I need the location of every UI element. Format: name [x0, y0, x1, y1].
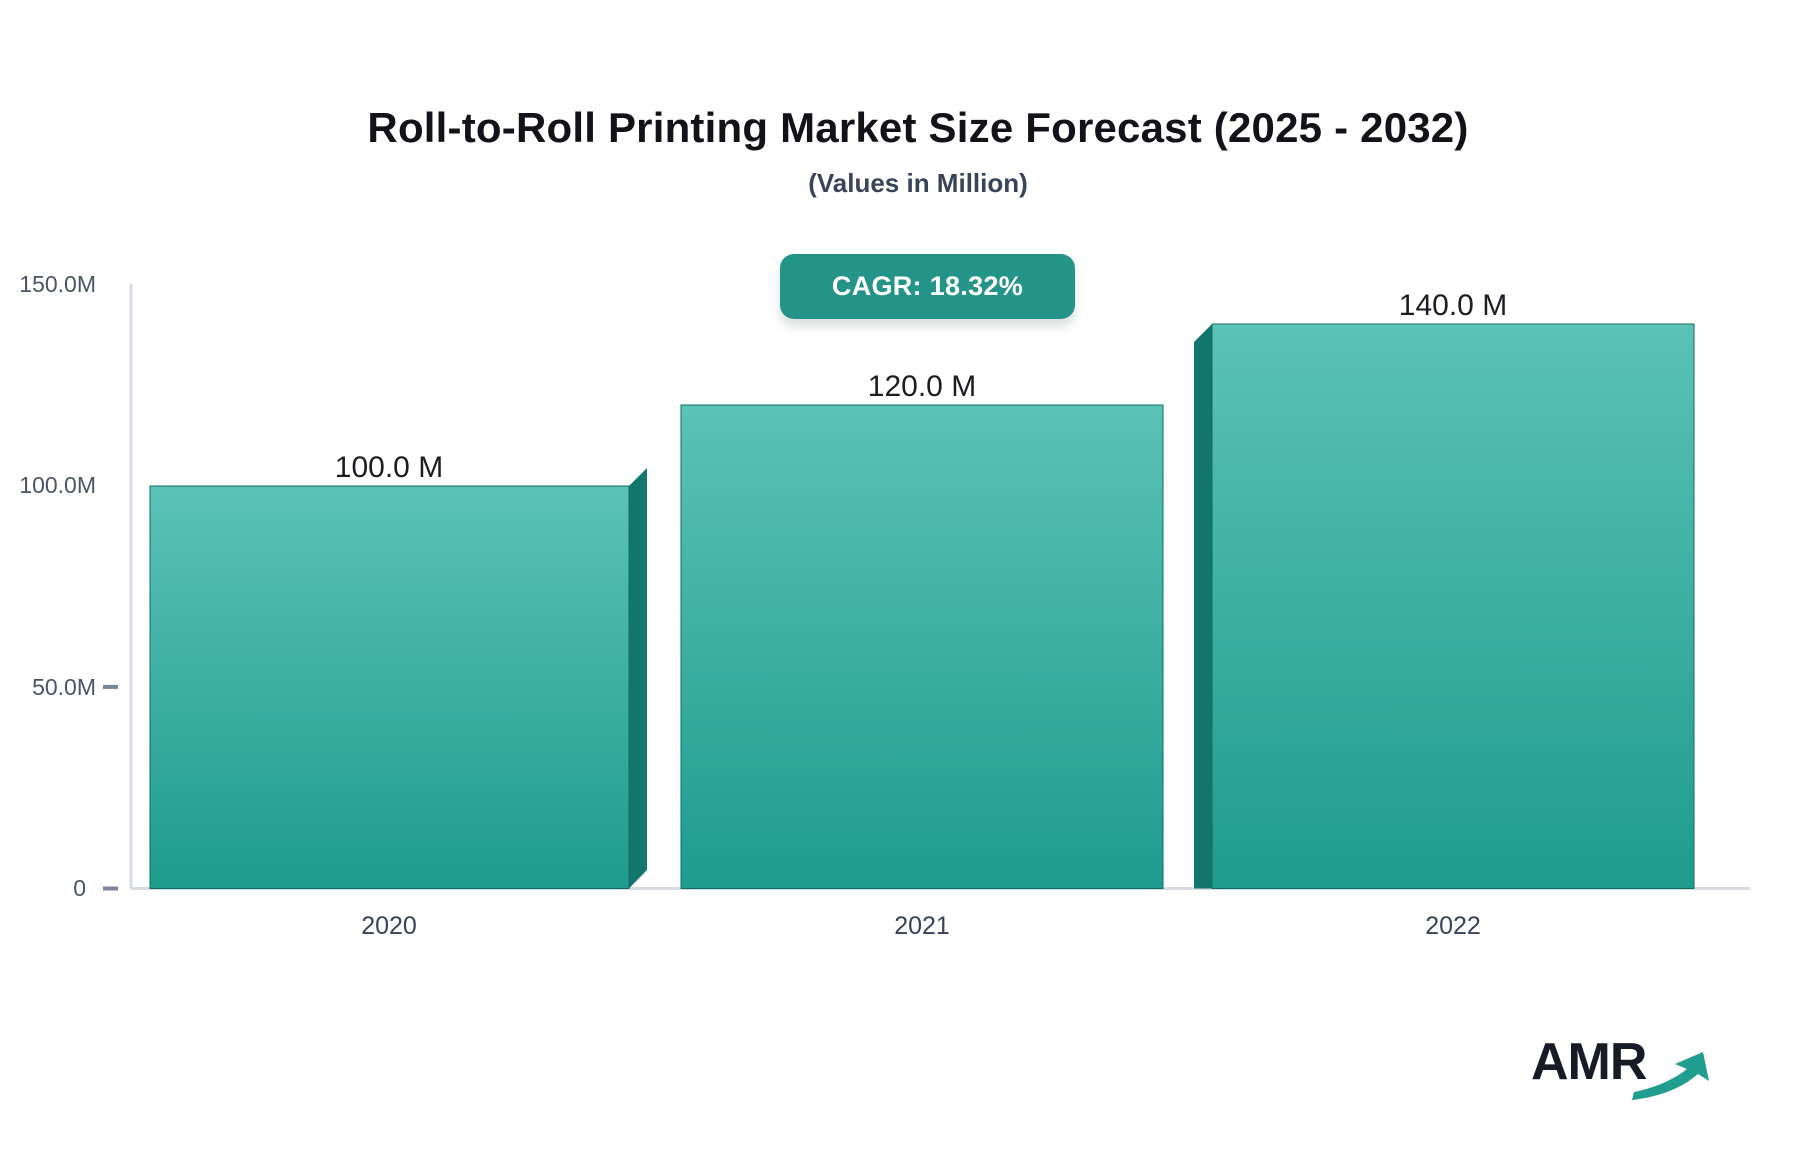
- svg-text:2020: 2020: [361, 912, 417, 940]
- svg-text:150.0M: 150.0M: [19, 271, 96, 297]
- svg-text:100.0M: 100.0M: [19, 472, 96, 498]
- svg-text:120.0 M: 120.0 M: [868, 370, 976, 403]
- svg-text:AMR: AMR: [1531, 1033, 1647, 1091]
- svg-text:100.0 M: 100.0 M: [335, 451, 443, 484]
- svg-text:2022: 2022: [1425, 912, 1481, 940]
- svg-text:2021: 2021: [894, 912, 950, 940]
- svg-text:0: 0: [73, 875, 86, 901]
- svg-text:140.0 M: 140.0 M: [1399, 289, 1507, 322]
- svg-text:50.0M: 50.0M: [32, 674, 96, 700]
